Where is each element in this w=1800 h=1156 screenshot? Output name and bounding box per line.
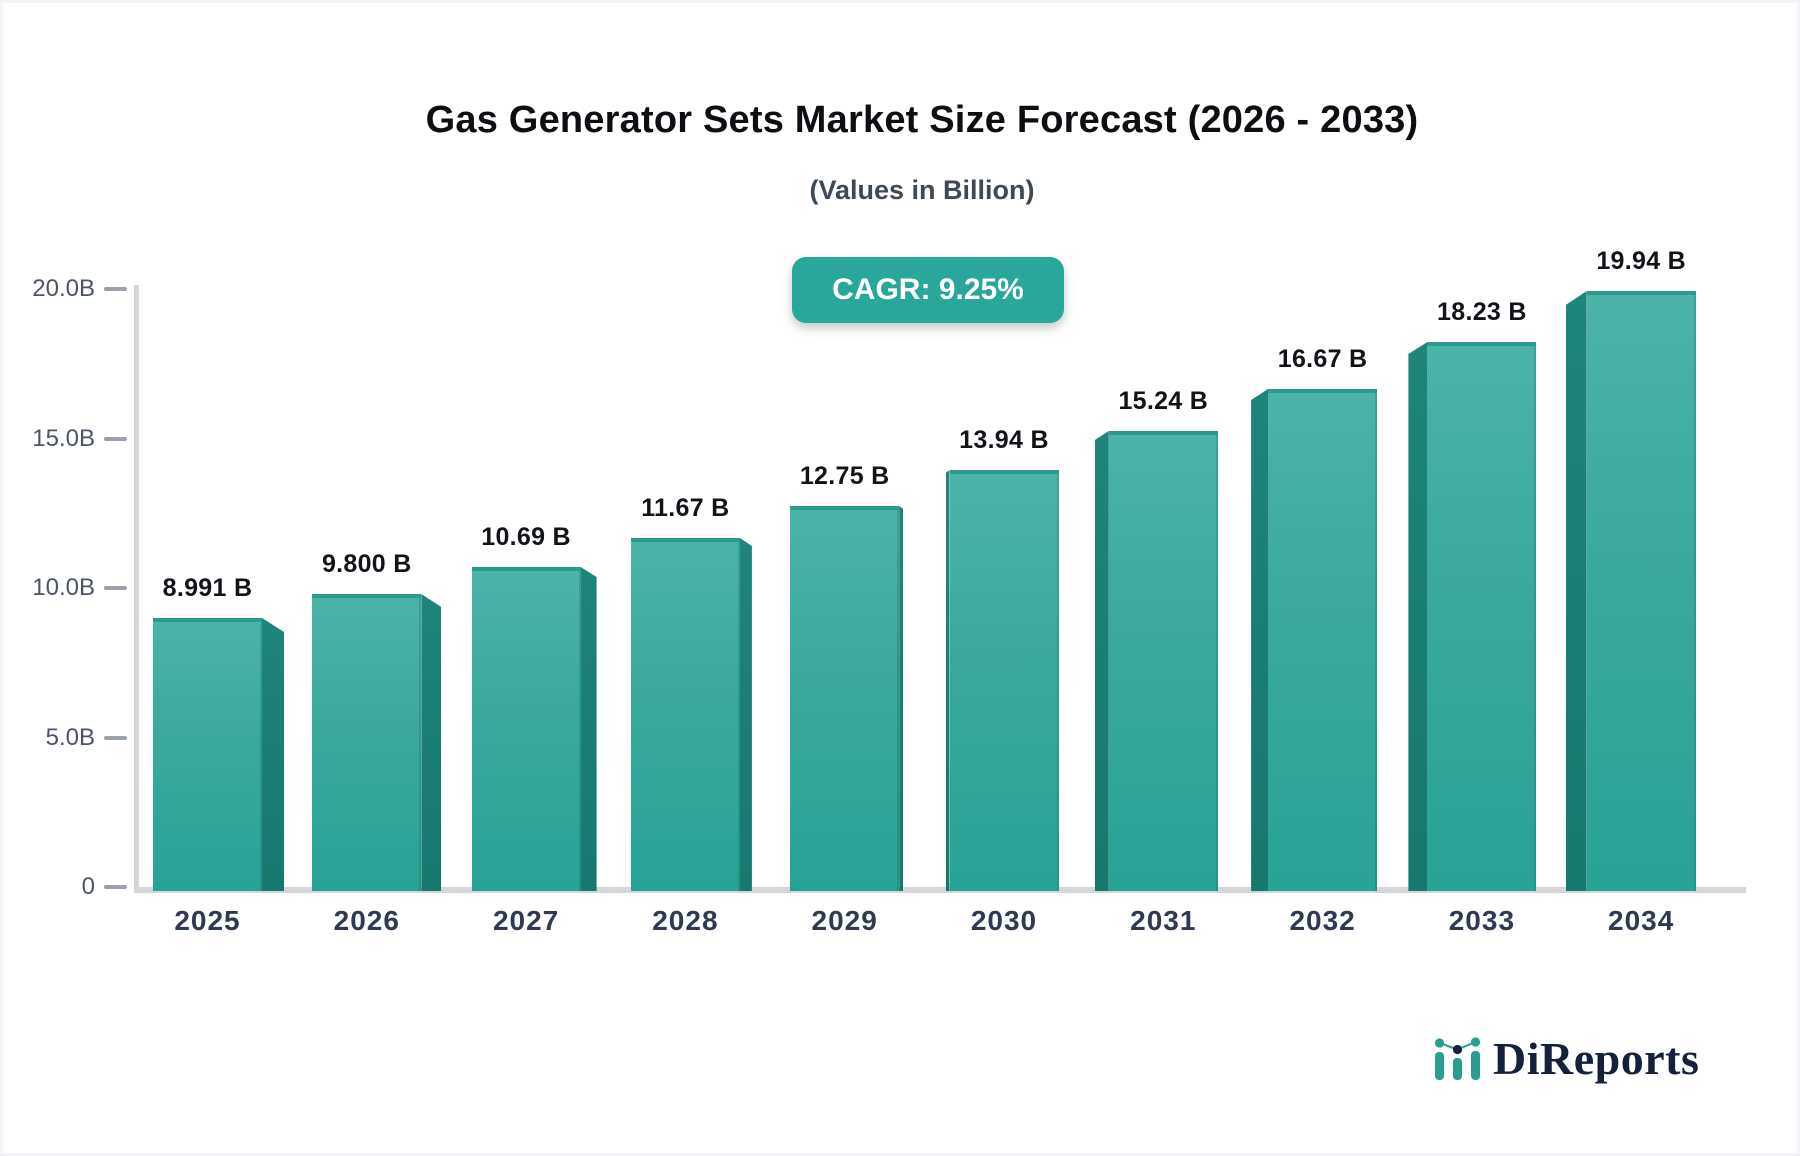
bar-value-label: 10.69 B [481,523,571,551]
bar-value-label: 8.991 B [162,574,253,602]
brand-name: DiReports [1493,1033,1700,1084]
y-tick-mark [104,586,127,590]
x-axis-label: 2028 [652,905,719,936]
bar-2031 [1108,431,1218,891]
cagr-badge: CAGR: 9.25% [792,257,1064,323]
chart-title: Gas Generator Sets Market Size Forecast … [425,99,1419,141]
y-tick-mark [104,287,127,291]
chart-canvas: Gas Generator Sets Market Size Forecast … [3,3,1797,1153]
bar-value-label: 19.94 B [1596,247,1687,275]
bar-side-face [262,618,284,891]
cagr-badge-label: CAGR: 9.25% [832,273,1024,306]
bar-side-face [421,594,442,891]
bar-side-face [1094,431,1109,891]
chart-subtitle: (Values in Billion) [809,175,1035,205]
bar-side-face [899,506,904,891]
bar-2033 [1427,342,1537,891]
bar-side-face [945,470,950,891]
bar-2028 [630,538,740,891]
y-tick-label: 20.0B [32,275,95,302]
bar-2030 [949,470,1059,891]
y-tick-mark [104,885,127,889]
bar-2025 [153,618,262,891]
x-axis-label: 2027 [492,905,560,936]
bar-side-face [739,538,752,891]
bar-chart-logo-icon [1434,1037,1481,1080]
x-axis-label: 2031 [1130,905,1197,936]
y-tick-label: 0 [81,873,95,900]
y-axis-line [134,285,139,893]
bar-value-label: 18.23 B [1437,298,1527,326]
x-axis-label: 2033 [1448,905,1516,936]
bar-value-label: 11.67 B [641,494,730,522]
x-axis-label: 2025 [174,905,241,936]
y-tick-mark [104,436,127,441]
bar-value-label: 15.24 B [1118,387,1209,415]
bar-2027 [471,567,581,891]
bar-side-face [1565,291,1587,891]
bar-2026 [312,594,422,891]
bar-2034 [1586,291,1696,891]
y-tick-label: 15.0B [32,424,95,452]
x-axis-label: 2029 [811,905,878,936]
bar-2029 [790,506,900,891]
bar-side-face [1251,389,1269,891]
y-tick-mark [104,735,127,740]
bar-side-face [1408,342,1428,891]
y-tick-label: 10.0B [32,574,95,601]
x-axis-baseline [134,887,1746,893]
bar-2032 [1268,389,1378,891]
bar-value-label: 16.67 B [1277,345,1368,373]
bar-value-label: 13.94 B [959,426,1049,454]
x-axis-label: 2034 [1608,905,1675,936]
bar-value-label: 9.800 B [321,550,412,578]
brand-logo: DiReports [1433,1035,1699,1083]
y-tick-label: 5.0B [45,723,95,751]
bar-side-face [580,567,597,891]
x-axis-label: 2026 [333,905,400,936]
x-axis-label: 2032 [1289,905,1356,936]
x-axis-label: 2030 [970,905,1038,936]
bar-value-label: 12.75 B [799,462,890,490]
